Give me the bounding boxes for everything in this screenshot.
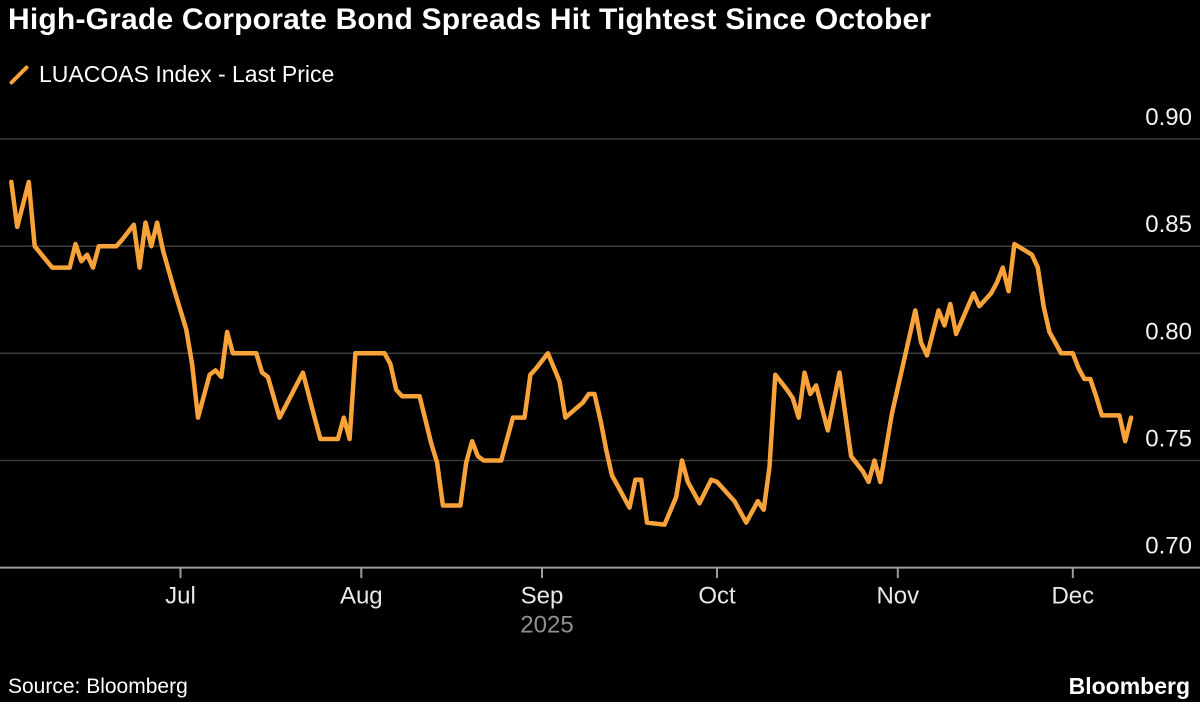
bloomberg-logo: Bloomberg (1068, 673, 1190, 699)
x-tick-label: Dec (1051, 583, 1094, 610)
x-tick-label: Aug (340, 583, 383, 610)
y-tick-label: 0.80 (1145, 318, 1192, 345)
x-tick-label: Jul (165, 583, 196, 610)
y-tick-label: 0.75 (1145, 426, 1192, 453)
legend-line-icon (9, 65, 29, 84)
x-axis-year-label: 2025 (520, 612, 573, 639)
x-tick-label: Oct (698, 583, 736, 610)
chart-title: High-Grade Corporate Bond Spreads Hit Ti… (8, 3, 932, 36)
legend-label: LUACOAS Index - Last Price (39, 61, 335, 87)
y-tick-label: 0.90 (1145, 104, 1192, 131)
series-line (9, 179, 1134, 527)
legend: LUACOAS Index - Last Price (8, 61, 334, 88)
y-tick-label: 0.70 (1145, 533, 1192, 560)
x-tick-label: Nov (876, 583, 919, 610)
y-tick-label: 0.85 (1145, 211, 1192, 238)
source-note: Source: Bloomberg (8, 675, 188, 698)
x-tick-label: Sep (521, 583, 564, 610)
